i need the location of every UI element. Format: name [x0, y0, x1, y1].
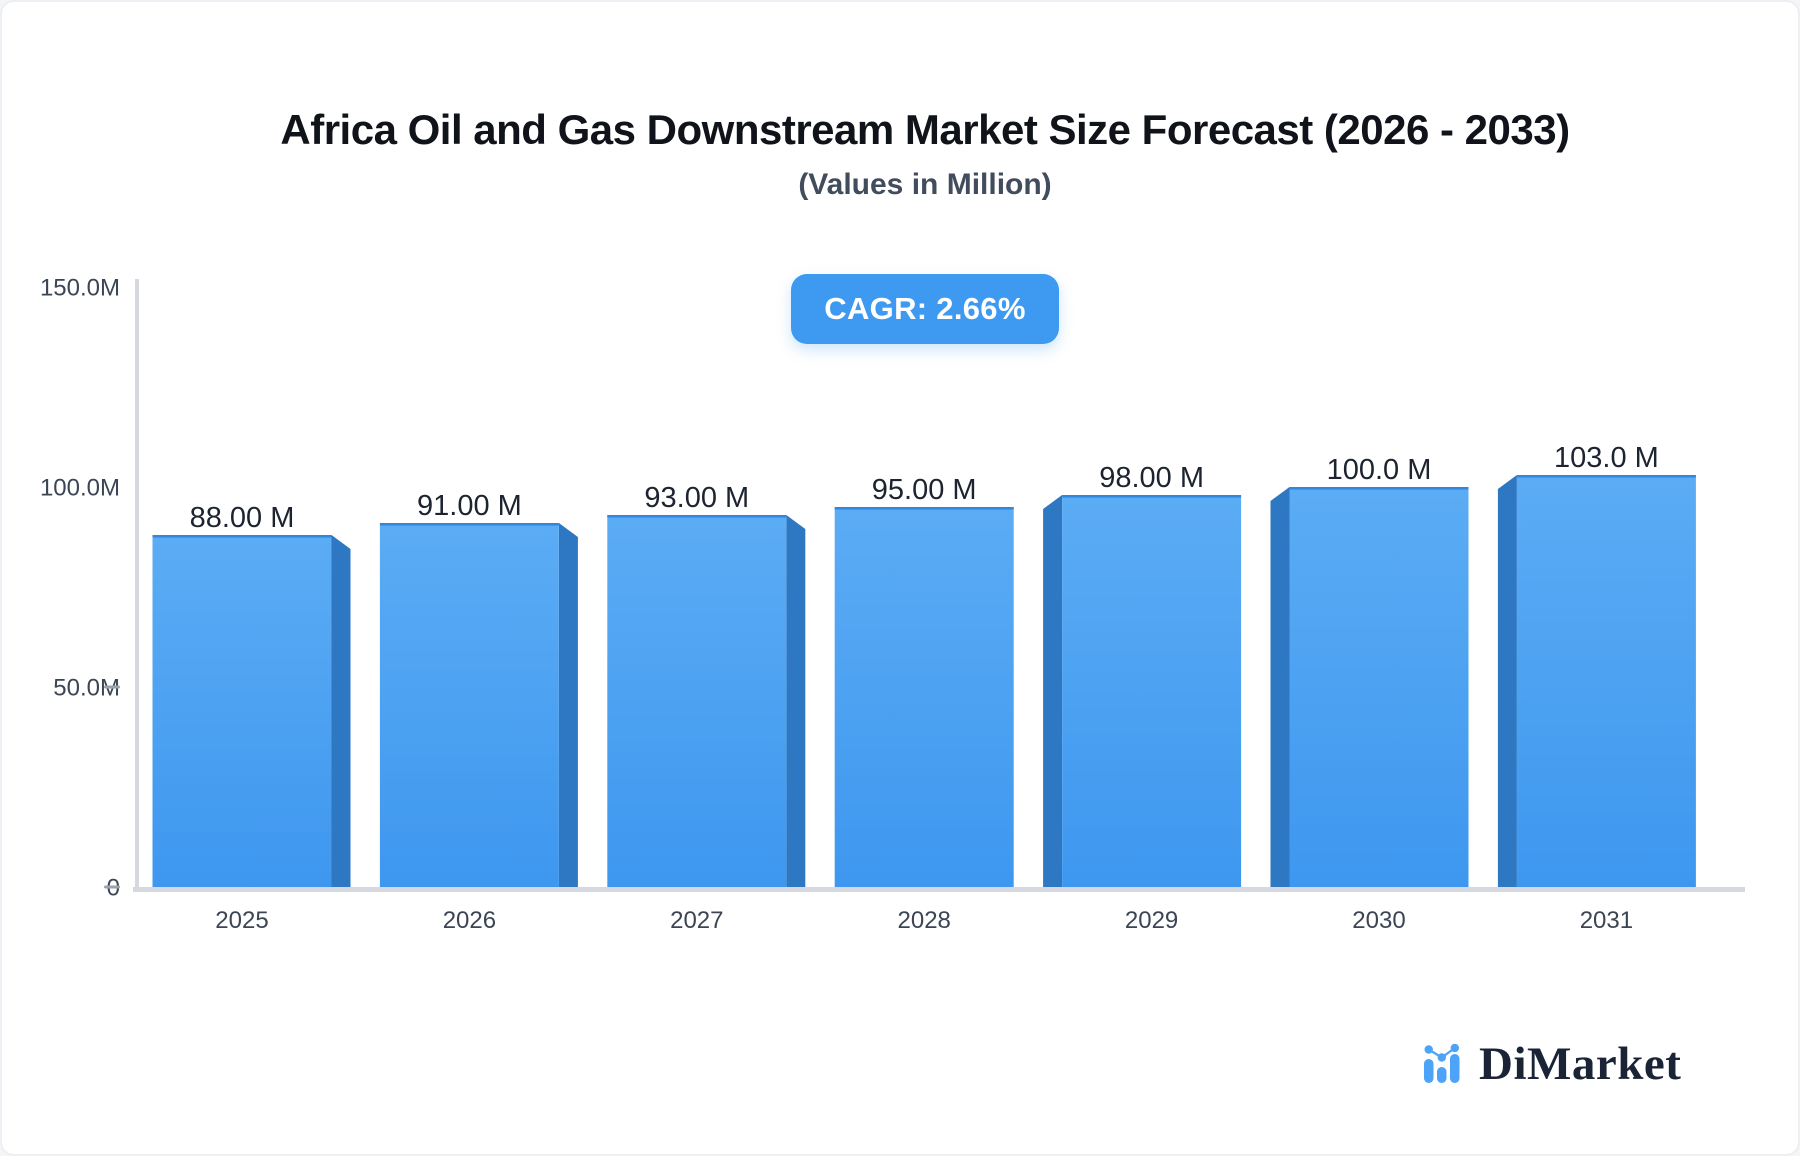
- bar-value-label: 91.00 M: [417, 490, 522, 522]
- y-axis-line: [135, 279, 139, 892]
- trend-dot: [1424, 1045, 1433, 1054]
- bar-top-edge: [607, 515, 787, 518]
- y-axis-label: 100.0M: [40, 475, 120, 502]
- bar-side-face: [1497, 475, 1517, 890]
- logo-bar: [1424, 1059, 1434, 1083]
- dimarket-logo-text: DiMarket: [1479, 1038, 1682, 1090]
- bar-face: [1289, 487, 1469, 890]
- bar-value-label: 98.00 M: [1099, 462, 1204, 494]
- chart-header: Africa Oil and Gas Downstream Market Siz…: [52, 105, 1798, 344]
- dimarket-logo-icon: [1424, 1043, 1460, 1083]
- chart-subtitle: (Values in Million): [798, 168, 1052, 201]
- bar-2025: 88.00 M: [152, 502, 351, 890]
- bar-face: [1062, 495, 1242, 890]
- logo-bar: [1450, 1054, 1460, 1083]
- bar-value-label: 103.0 M: [1554, 442, 1659, 474]
- bar-2026: 91.00 M: [379, 490, 578, 890]
- bar-face: [834, 507, 1014, 890]
- bar-face: [152, 535, 332, 890]
- y-axis-tick: [104, 885, 120, 889]
- bar-side-face: [1043, 495, 1063, 890]
- x-axis-label: 2027: [670, 907, 723, 934]
- bar-value-label: 95.00 M: [872, 474, 977, 506]
- bar-side-face: [331, 535, 351, 890]
- x-axis-line: [133, 887, 1745, 892]
- bar-top-edge: [379, 523, 559, 526]
- bar-value-label: 100.0 M: [1327, 454, 1432, 486]
- chart-title: Africa Oil and Gas Downstream Market Siz…: [280, 106, 1570, 153]
- bar-side-face: [558, 523, 578, 890]
- bar-2031: 103.0 M: [1497, 442, 1696, 890]
- x-axis-label: 2026: [443, 907, 496, 934]
- bar-top-edge: [1062, 495, 1242, 498]
- x-axis-label: 2029: [1125, 907, 1178, 934]
- bar-2027: 93.00 M: [607, 482, 806, 890]
- y-axis-label: 150.0M: [40, 275, 120, 302]
- bar-face: [1516, 475, 1696, 890]
- logo-bar: [1437, 1067, 1447, 1083]
- cagr-badge: CAGR: 2.66%: [791, 274, 1059, 344]
- trend-dot: [1437, 1053, 1446, 1062]
- x-axis-label: 2031: [1580, 907, 1633, 934]
- x-axis-label: 2025: [215, 907, 268, 934]
- bar-2030: 100.0 M: [1270, 454, 1469, 890]
- bar-top-edge: [1516, 475, 1696, 478]
- trend-dot: [1450, 1043, 1459, 1053]
- bar-top-edge: [834, 507, 1014, 510]
- x-axis-label: 2028: [898, 907, 951, 934]
- y-axis-tick: [104, 685, 120, 689]
- bar-side-face: [1270, 487, 1290, 890]
- bar-value-label: 88.00 M: [190, 502, 295, 534]
- bar-value-label: 93.00 M: [644, 482, 749, 514]
- bar-top-edge: [1289, 487, 1469, 490]
- bar-2029: 98.00 M: [1043, 462, 1242, 890]
- bar-face: [607, 515, 787, 890]
- bar-top-edge: [152, 535, 332, 538]
- bar-side-face: [786, 515, 806, 890]
- dimarket-logo: DiMarket: [1420, 1038, 1682, 1090]
- bar-2028: 95.00 M: [834, 474, 1014, 890]
- x-axis-label: 2030: [1352, 907, 1405, 934]
- bar-face: [379, 523, 559, 890]
